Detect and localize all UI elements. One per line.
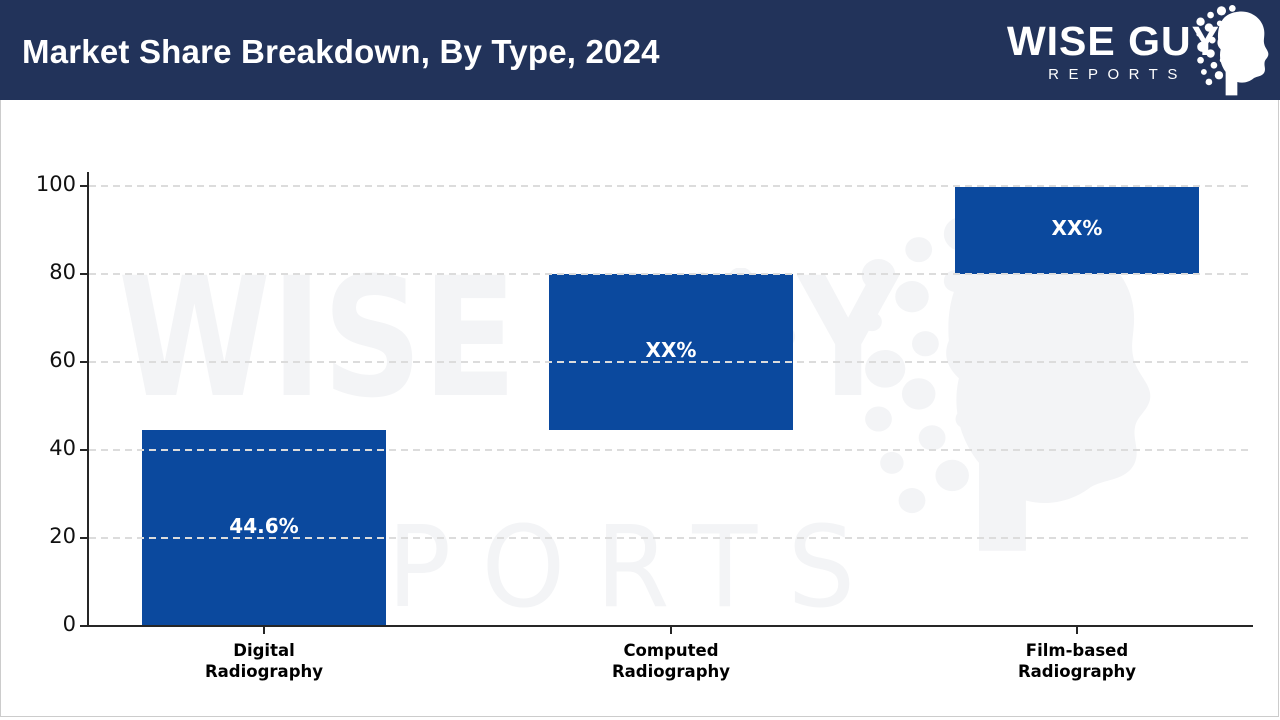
x-tick-mark [1076,627,1078,634]
y-tick-label-20: 20 [49,523,76,548]
y-tick-mark-0 [80,625,87,627]
wiseguy-logo-text: WISE GUY REPORTS [1006,18,1220,84]
wiseguy-logo: WISE GUY REPORTS [1006,0,1280,100]
x-axis-line [87,625,1253,627]
gridline-60 [89,360,1252,363]
bar-segment [142,429,386,626]
gridline-100 [89,184,1252,187]
bar-value-label: XX% [645,337,697,362]
y-tick-mark-40 [80,448,87,451]
y-axis-line [87,172,89,627]
x-category-label: Film-based Radiography [1017,641,1137,681]
logo-line2: REPORTS [1048,66,1187,83]
y-tick-label-80: 80 [49,259,76,284]
bar-segment [549,273,793,430]
page-title: Market Share Breakdown, By Type, 2024 [22,33,660,70]
y-tick-label-60: 60 [49,347,76,372]
logo-line1: WISE GUY [1006,18,1220,64]
y-tick-label-0: 0 [62,612,76,636]
gridline-20 [89,536,1252,539]
x-category-label: Computed Radiography [611,641,731,681]
y-tick-label-100: 100 [35,171,76,196]
x-tick-mark [670,627,672,634]
y-tick-mark-100 [80,184,87,187]
y-tick-mark-60 [80,360,87,363]
bar-segment [955,187,1199,274]
bar-value-label: XX% [1051,216,1103,241]
header-bar: Market Share Breakdown, By Type, 2024 WI… [0,0,1280,100]
x-category-label: Digital Radiography [204,641,324,681]
y-tick-mark-80 [80,272,87,275]
gridline-40 [89,448,1252,451]
y-tick-label-40: 40 [49,435,76,460]
gridline-80 [89,272,1252,275]
bar-value-label: 44.6% [229,513,299,538]
y-tick-mark-20 [80,536,87,539]
x-tick-mark [263,627,265,634]
